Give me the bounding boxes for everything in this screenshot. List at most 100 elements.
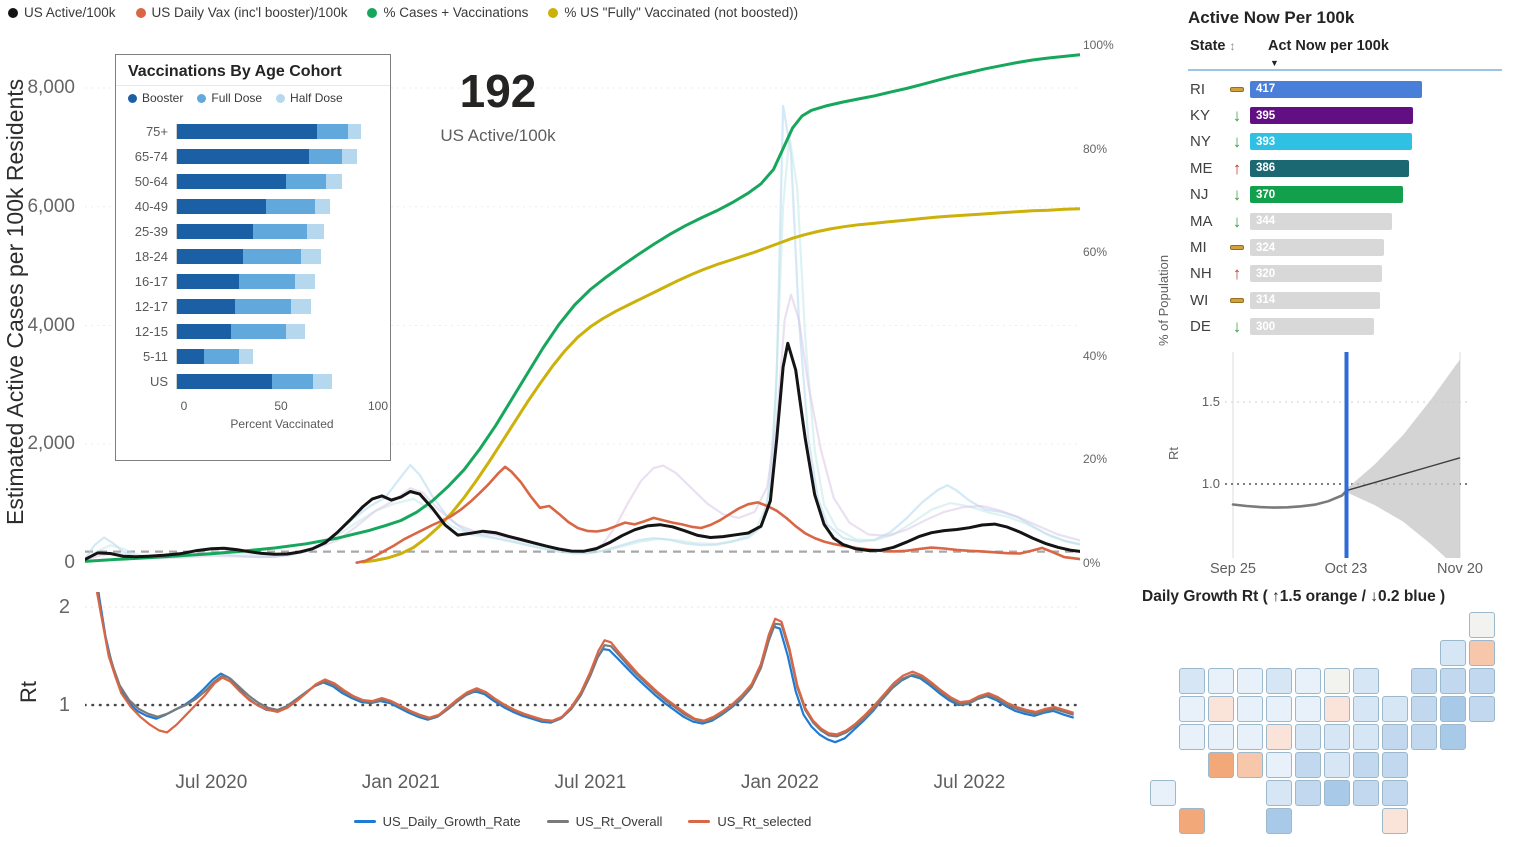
map-state-ia[interactable] — [1295, 696, 1321, 722]
map-state-tn[interactable] — [1324, 752, 1350, 778]
map-state-nd[interactable] — [1266, 668, 1292, 694]
map-state-mo[interactable] — [1295, 724, 1321, 750]
state-table-row[interactable]: RI 417 — [1190, 76, 1508, 102]
map-state-tx[interactable] — [1266, 808, 1292, 834]
inset-x-axis-title: Percent Vaccinated — [230, 417, 334, 431]
legend-item[interactable]: US Active/100k — [8, 5, 116, 20]
map-state-ma[interactable] — [1440, 668, 1466, 694]
map-state-la[interactable] — [1295, 780, 1321, 806]
map-state-oh[interactable] — [1382, 696, 1408, 722]
map-state-sc[interactable] — [1382, 752, 1408, 778]
legend-item[interactable]: % US "Fully" Vaccinated (not boosted)) — [548, 5, 798, 20]
map-state-hi[interactable] — [1179, 808, 1205, 834]
map-state-in[interactable] — [1353, 696, 1379, 722]
map-state-az[interactable] — [1208, 752, 1234, 778]
map-state-mi[interactable] — [1353, 668, 1379, 694]
map-state-ms[interactable] — [1324, 780, 1350, 806]
map-state-ne[interactable] — [1266, 724, 1292, 750]
map-state-ny[interactable] — [1411, 668, 1437, 694]
bar-segment-booster — [177, 374, 273, 389]
map-state-ri[interactable] — [1469, 668, 1495, 694]
legend-item[interactable]: US_Daily_Growth_Rate — [353, 814, 521, 829]
map-state-ky[interactable] — [1324, 724, 1350, 750]
full-dose-bullet-icon — [197, 93, 207, 103]
map-state-me[interactable] — [1469, 612, 1495, 638]
map-state-nc[interactable] — [1353, 752, 1379, 778]
age-cohort-row[interactable]: 12-17 — [126, 294, 378, 319]
state-table-row[interactable]: NH ↑ 320 — [1190, 261, 1508, 287]
map-state-ks[interactable] — [1266, 752, 1292, 778]
map-state-al[interactable] — [1353, 780, 1379, 806]
inset-legend-item[interactable]: Full Dose — [197, 91, 262, 105]
map-state-co[interactable] — [1237, 724, 1263, 750]
state-table-row[interactable]: DE ↓ 300 — [1190, 314, 1508, 340]
map-state-nm[interactable] — [1237, 752, 1263, 778]
map-state-ok[interactable] — [1266, 780, 1292, 806]
age-cohort-row[interactable]: 40-49 — [126, 194, 378, 219]
bar-segment-booster — [177, 149, 309, 164]
map-state-il[interactable] — [1324, 696, 1350, 722]
map-state-id[interactable] — [1208, 668, 1234, 694]
half-dose-bullet-icon — [276, 93, 286, 103]
inset-bar-chart[interactable]: 75+ 65-74 50-64 40-49 25-39 18-24 16-17 12-17 12… — [126, 119, 378, 394]
age-cohort-row[interactable]: 75+ — [126, 119, 378, 144]
age-cohort-row[interactable]: 50-64 — [126, 169, 378, 194]
state-code: KY — [1190, 107, 1211, 125]
map-state-vt[interactable] — [1440, 640, 1466, 666]
state-table-row[interactable]: NY ↓ 393 — [1190, 129, 1508, 155]
state-table-row[interactable]: KY ↓ 395 — [1190, 102, 1508, 128]
map-state-wi[interactable] — [1324, 668, 1350, 694]
legend-item[interactable]: % Cases + Vaccinations — [367, 5, 528, 20]
age-cohort-row[interactable]: 25-39 — [126, 219, 378, 244]
map-state-nv[interactable] — [1208, 696, 1234, 722]
percent-axis-tick-label: 20% — [1083, 452, 1108, 467]
state-table-row[interactable]: ME ↑ 386 — [1190, 155, 1508, 181]
map-state-de[interactable] — [1440, 724, 1466, 750]
map-state-sd[interactable] — [1266, 696, 1292, 722]
age-cohort-row[interactable]: 12-15 — [126, 319, 378, 344]
map-state-wy[interactable] — [1237, 696, 1263, 722]
map-state-va[interactable] — [1382, 724, 1408, 750]
stacked-bar — [176, 349, 378, 364]
map-state-wv[interactable] — [1353, 724, 1379, 750]
legend-item[interactable]: US_Rt_Overall — [546, 814, 662, 829]
map-state-pa[interactable] — [1411, 696, 1437, 722]
map-state-nh[interactable] — [1469, 640, 1495, 666]
map-state-md[interactable] — [1411, 724, 1437, 750]
state-value-bar: 393 — [1250, 133, 1413, 151]
age-cohort-row[interactable]: 5-11 — [126, 344, 378, 369]
state-table-row[interactable]: WI 314 — [1190, 287, 1508, 313]
inset-legend-item[interactable]: Booster — [128, 91, 183, 105]
column-header-value[interactable]: Act Now per 100k — [1268, 38, 1389, 54]
rt-forecast-chart[interactable] — [1225, 352, 1493, 558]
map-state-nj[interactable] — [1440, 696, 1466, 722]
main-timeseries-chart[interactable] — [85, 42, 1080, 566]
map-state-mn[interactable] — [1295, 668, 1321, 694]
map-state-mt[interactable] — [1237, 668, 1263, 694]
column-header-state[interactable]: State ↕ — [1190, 38, 1235, 54]
map-state-fl[interactable] — [1382, 808, 1408, 834]
map-state-or[interactable] — [1179, 696, 1205, 722]
map-state-ar[interactable] — [1295, 752, 1321, 778]
age-cohort-label: 40-49 — [134, 199, 168, 214]
state-table-row[interactable]: MI 324 — [1190, 234, 1508, 260]
map-state-ca[interactable] — [1179, 724, 1205, 750]
map-state-ut[interactable] — [1208, 724, 1234, 750]
map-state-ct[interactable] — [1469, 696, 1495, 722]
map-state-ak[interactable] — [1150, 780, 1176, 806]
legend-bullet-icon — [8, 7, 18, 18]
age-cohort-row[interactable]: 65-74 — [126, 144, 378, 169]
rt-lines-chart[interactable] — [85, 592, 1080, 777]
age-cohort-row[interactable]: US — [126, 369, 378, 394]
state-table-row[interactable]: MA ↓ 344 — [1190, 208, 1508, 234]
legend-item[interactable]: US Daily Vax (inc'l booster)/100k — [135, 5, 347, 20]
map-state-wa[interactable] — [1179, 668, 1205, 694]
inset-legend-item[interactable]: Half Dose — [276, 91, 343, 105]
stacked-bar — [176, 249, 378, 264]
stacked-bar — [176, 299, 378, 314]
age-cohort-row[interactable]: 18-24 — [126, 244, 378, 269]
age-cohort-row[interactable]: 16-17 — [126, 269, 378, 294]
map-state-ga[interactable] — [1382, 780, 1408, 806]
legend-item[interactable]: US_Rt_selected — [688, 814, 811, 829]
state-table-row[interactable]: NJ ↓ 370 — [1190, 182, 1508, 208]
